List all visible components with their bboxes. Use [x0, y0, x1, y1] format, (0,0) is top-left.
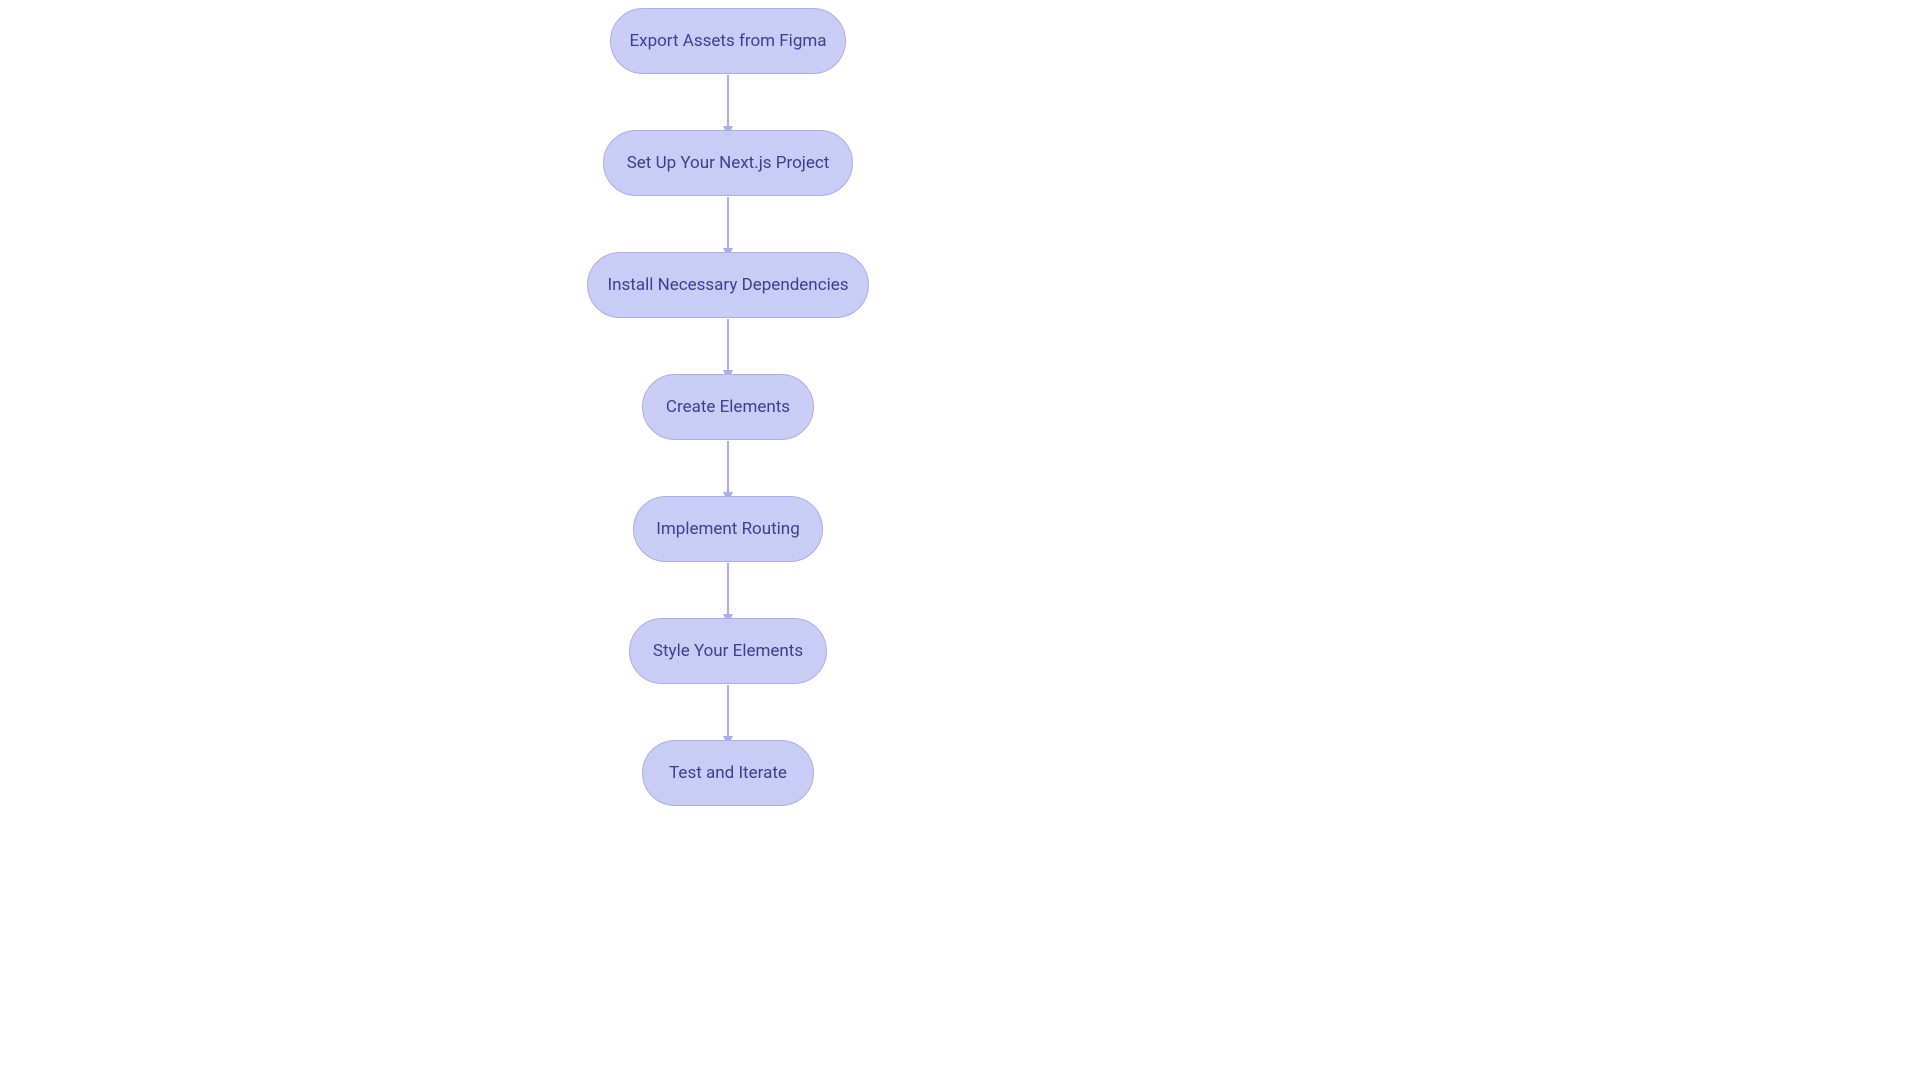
flowchart-node: Install Necessary Dependencies [587, 252, 869, 318]
flowchart-node: Set Up Your Next.js Project [603, 130, 853, 196]
flowchart-node-label: Implement Routing [656, 519, 800, 539]
flowchart-node: Export Assets from Figma [610, 8, 846, 74]
flowchart-node: Implement Routing [633, 496, 823, 562]
flowchart-node: Test and Iterate [642, 740, 814, 806]
flowchart-node-label: Style Your Elements [653, 641, 803, 661]
flowchart-canvas: Export Assets from Figma Set Up Your Next… [0, 0, 1920, 1083]
flowchart-node: Create Elements [642, 374, 814, 440]
flowchart-edges [0, 0, 1920, 1083]
flowchart-node-label: Test and Iterate [669, 763, 787, 783]
flowchart-node-label: Set Up Your Next.js Project [627, 153, 830, 173]
flowchart-node-label: Create Elements [666, 397, 790, 417]
flowchart-node-label: Export Assets from Figma [629, 31, 826, 51]
flowchart-node: Style Your Elements [629, 618, 827, 684]
flowchart-node-label: Install Necessary Dependencies [607, 275, 848, 295]
